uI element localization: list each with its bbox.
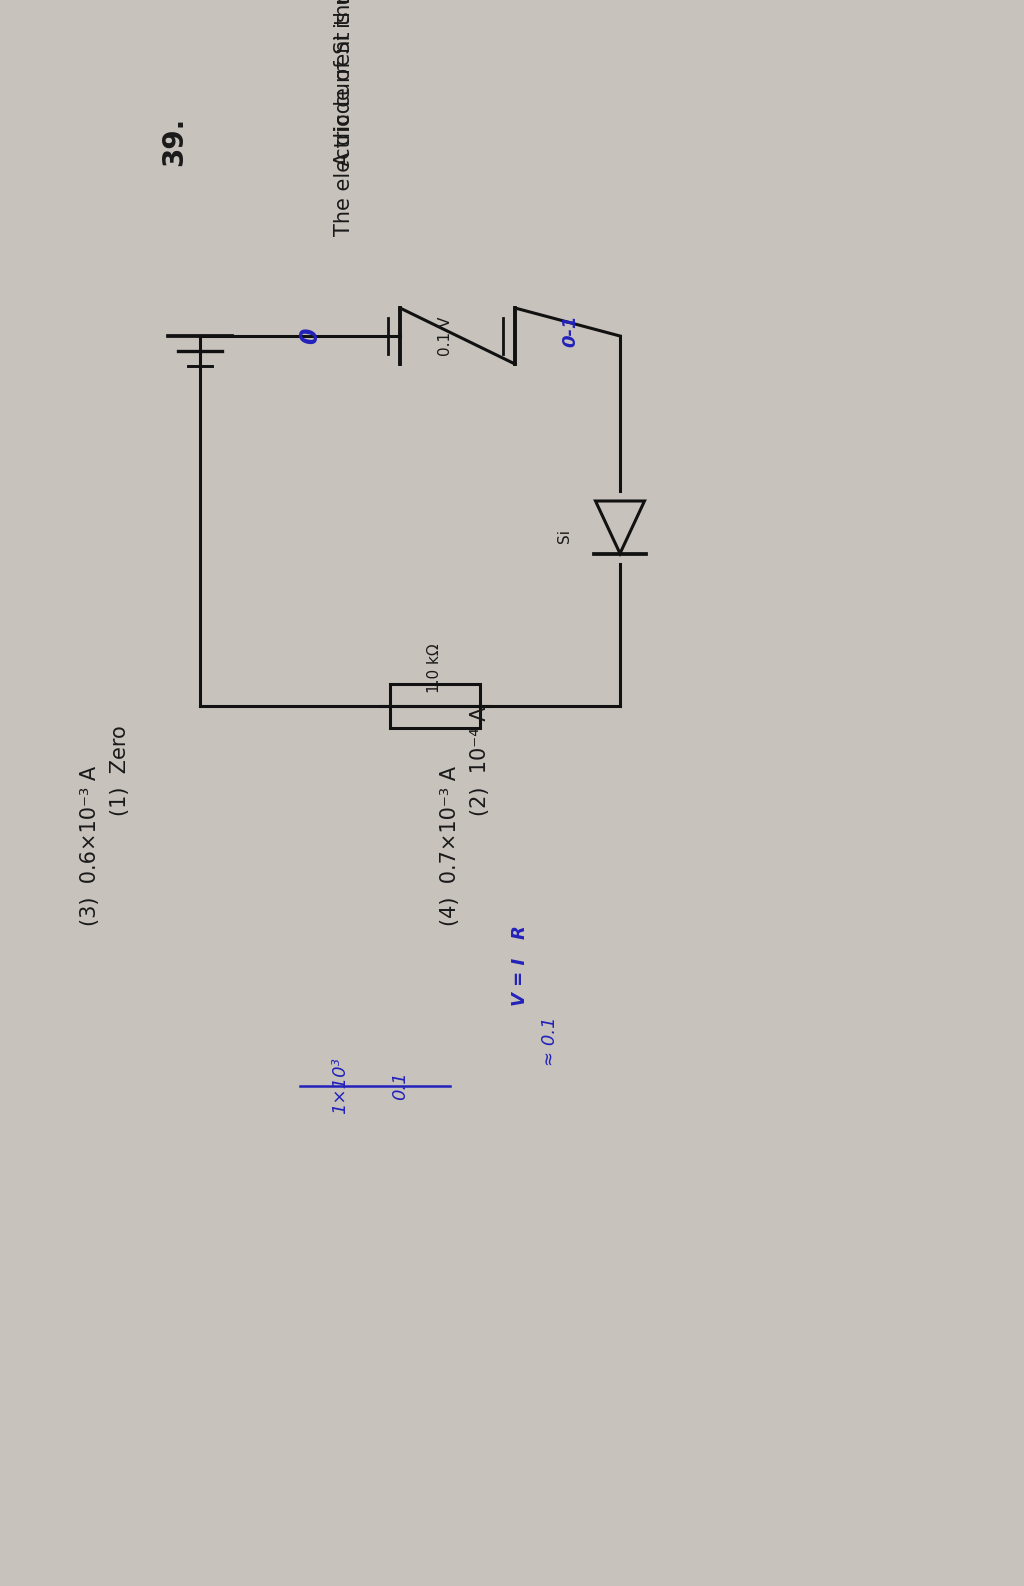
Text: (2)  10⁻⁴ A: (2) 10⁻⁴ A [470, 706, 490, 817]
Text: (4)  0.7×10⁻³ A: (4) 0.7×10⁻³ A [440, 766, 460, 926]
Text: The electric current through cell is: The electric current through cell is [334, 0, 354, 236]
Text: 39.: 39. [160, 117, 188, 167]
Text: (1)  Zero: (1) Zero [110, 725, 130, 817]
Text: Si: Si [557, 530, 572, 542]
Text: 0-1: 0-1 [561, 314, 579, 347]
Text: ≈ 0.1: ≈ 0.1 [541, 1017, 559, 1066]
Text: 0.1: 0.1 [391, 1072, 409, 1101]
Text: V = I   R: V = I R [511, 925, 529, 1006]
Text: 0.1 V: 0.1 V [437, 316, 453, 355]
Text: A diode of Si is used in a circuit as shown in figure.: A diode of Si is used in a circuit as sh… [334, 0, 354, 167]
Text: 1.0 kΩ: 1.0 kΩ [427, 644, 442, 693]
Text: (3)  0.6×10⁻³ A: (3) 0.6×10⁻³ A [80, 766, 100, 926]
Text: 0: 0 [298, 328, 322, 344]
Text: 1×10³: 1×10³ [331, 1058, 349, 1115]
